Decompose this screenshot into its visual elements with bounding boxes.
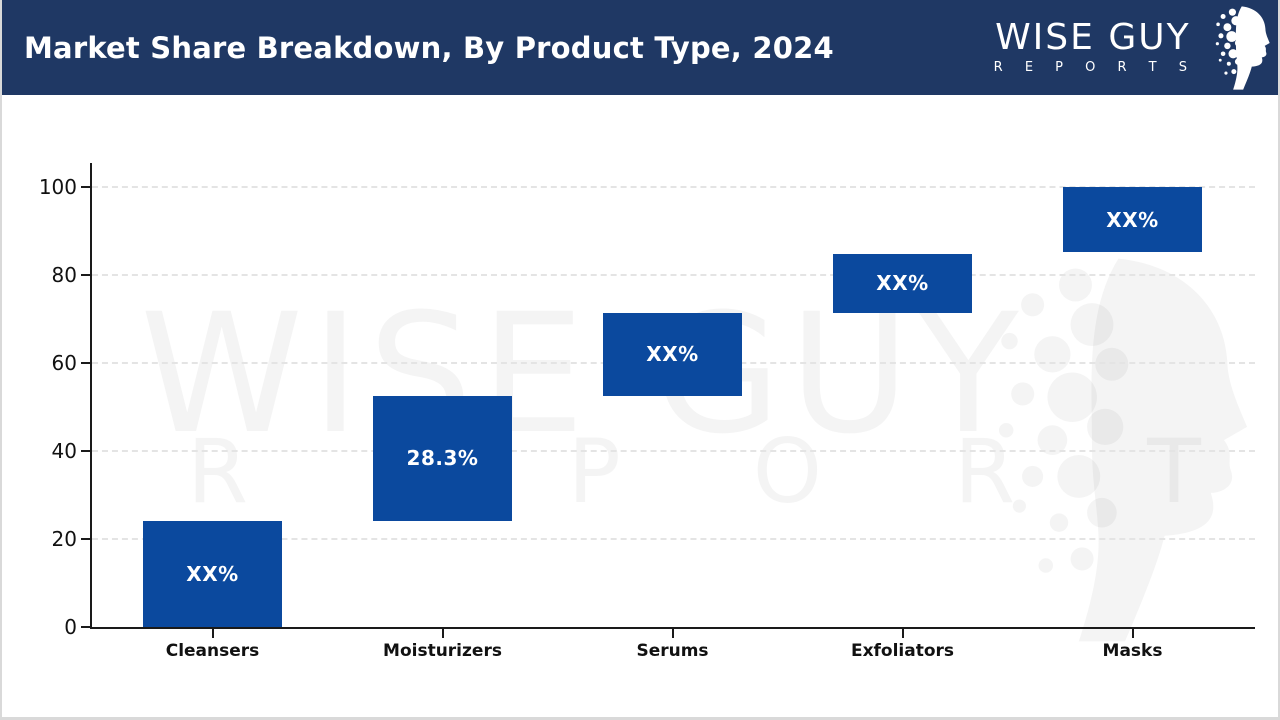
y-tick-label: 0 <box>64 615 77 639</box>
bar-value-label: XX% <box>646 342 699 367</box>
x-tick-mark <box>441 629 444 638</box>
bar-value-label: 28.3% <box>406 446 479 471</box>
y-tick-label: 60 <box>51 351 77 375</box>
chart-title: Market Share Breakdown, By Product Type,… <box>24 30 834 65</box>
y-tick-mark <box>81 362 90 364</box>
x-tick-mark <box>211 629 214 638</box>
y-tick-label: 100 <box>38 175 77 199</box>
bar-serums: XX% <box>603 312 742 396</box>
x-category-label: Serums <box>636 641 709 661</box>
y-gridline <box>92 274 1255 276</box>
dotted-head-icon <box>1215 5 1270 90</box>
y-axis-spine <box>90 163 92 629</box>
x-category-label: Masks <box>1102 641 1163 661</box>
y-gridline <box>92 538 1255 540</box>
y-tick-mark <box>81 450 90 452</box>
x-tick-mark <box>671 629 674 638</box>
brand-logo-text: WISE GUY R E P O R T S <box>990 17 1196 76</box>
bar-moisturizers: 28.3% <box>373 396 512 521</box>
bar-masks: XX% <box>1063 187 1202 253</box>
bar-cleansers: XX% <box>143 520 282 627</box>
x-tick-mark <box>901 629 904 638</box>
brand-logo: WISE GUY R E P O R T S <box>990 5 1278 91</box>
y-tick-mark <box>81 538 90 540</box>
y-tick-label: 80 <box>51 263 77 287</box>
y-tick-mark <box>81 186 90 188</box>
y-tick-label: 40 <box>51 439 77 463</box>
bar-exfoliators: XX% <box>833 253 972 313</box>
y-tick-mark <box>81 626 90 628</box>
x-category-label: Cleansers <box>165 641 260 661</box>
x-category-label: Exfoliators <box>850 641 955 661</box>
bar-value-label: XX% <box>186 561 239 586</box>
header-band: Market Share Breakdown, By Product Type,… <box>2 0 1278 95</box>
x-category-label: Moisturizers <box>383 641 502 661</box>
y-tick-label: 20 <box>51 527 77 551</box>
x-tick-mark <box>1131 629 1134 638</box>
brand-tagline: R E P O R T S <box>993 60 1196 75</box>
bar-value-label: XX% <box>876 271 929 296</box>
y-gridline <box>92 450 1255 452</box>
brand-name: WISE GUY <box>995 17 1191 58</box>
x-axis-spine <box>90 627 1255 629</box>
bar-value-label: XX% <box>1106 207 1159 232</box>
y-tick-mark <box>81 274 90 276</box>
y-gridline <box>92 186 1255 188</box>
